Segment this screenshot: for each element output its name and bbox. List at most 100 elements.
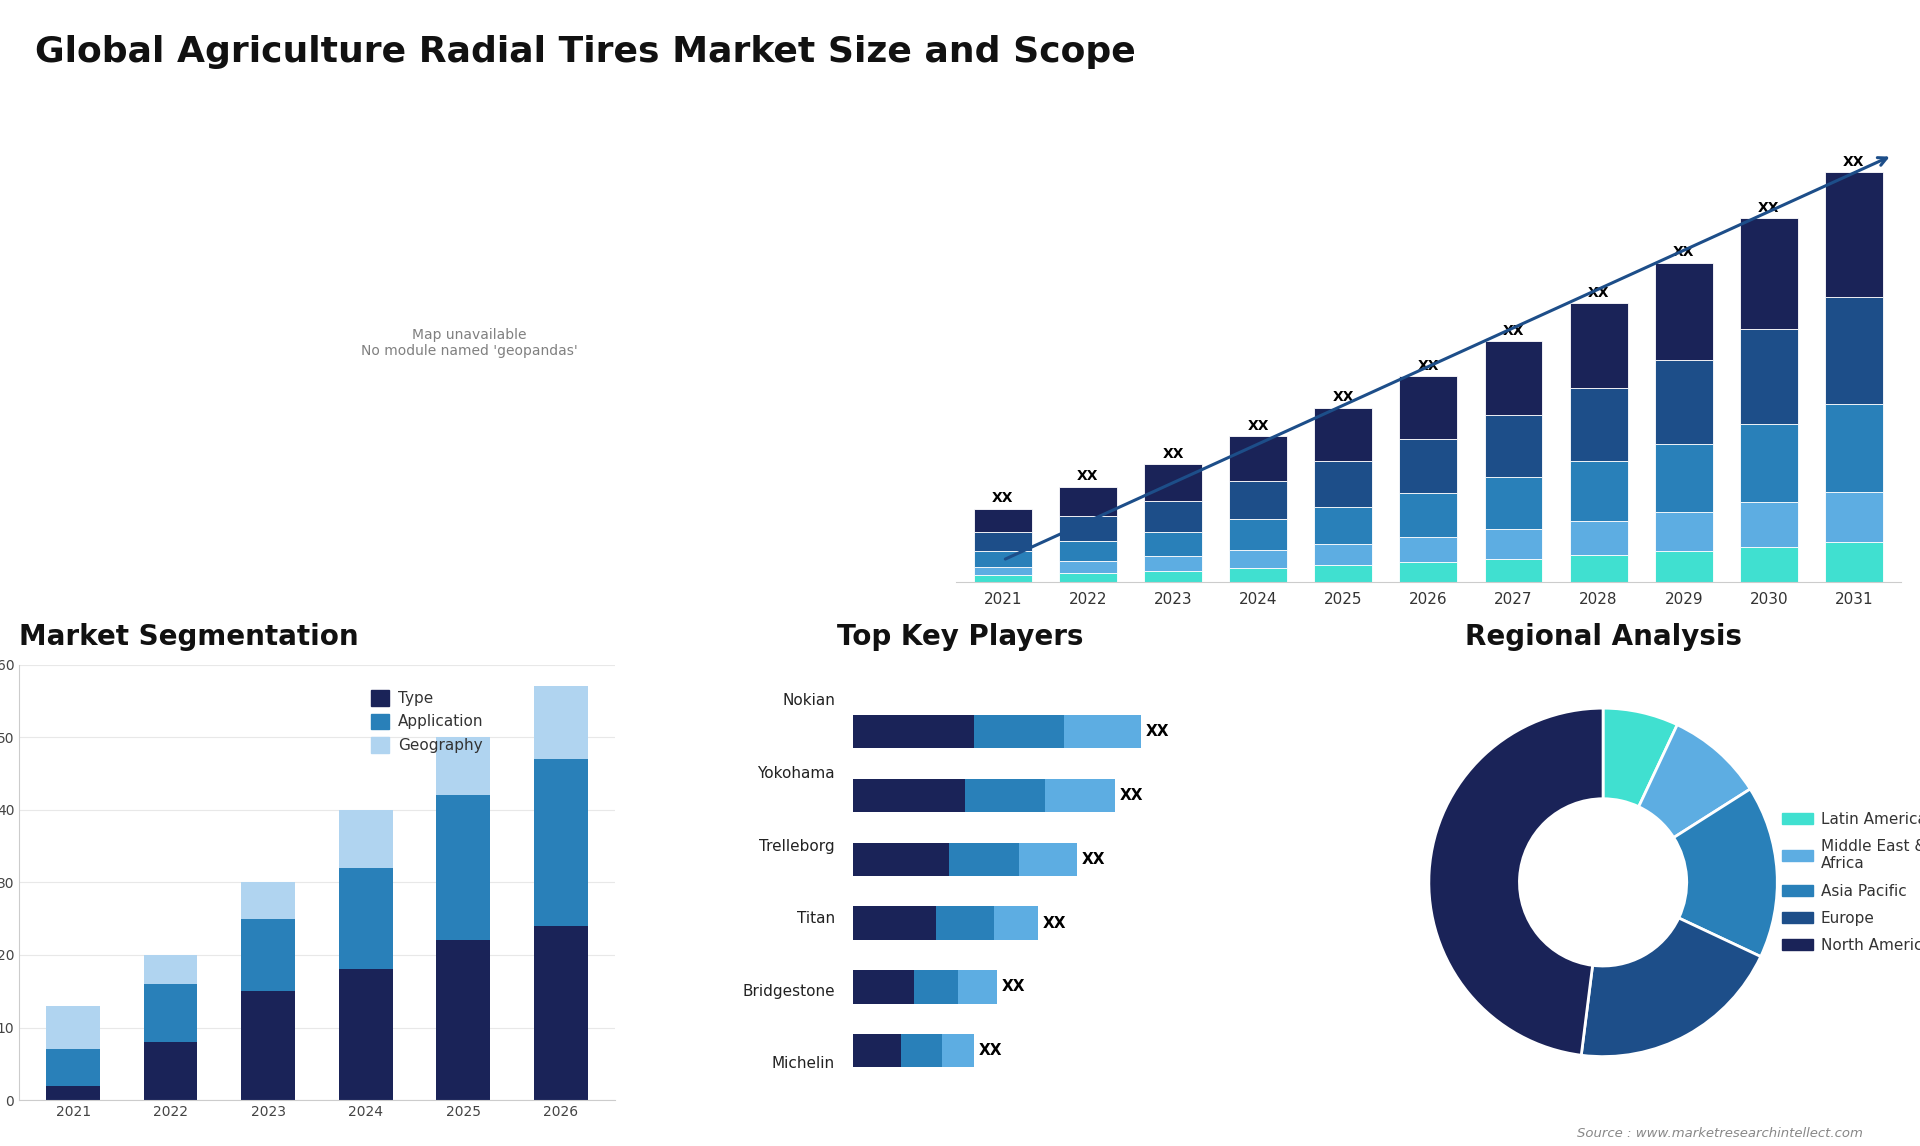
Bar (1144, 532, 1202, 557)
Bar (973, 566, 1031, 575)
Text: XX: XX (993, 492, 1014, 505)
Text: XX: XX (1588, 285, 1609, 299)
Text: Michelin: Michelin (772, 1057, 835, 1072)
Bar (338, 810, 392, 868)
Title: Top Key Players: Top Key Players (837, 623, 1083, 651)
Bar (1826, 172, 1884, 297)
Text: Map unavailable
No module named 'geopandas': Map unavailable No module named 'geopand… (361, 328, 578, 358)
Bar (1060, 562, 1117, 573)
Bar (1484, 529, 1542, 559)
Text: XX: XX (1248, 419, 1269, 433)
Bar (242, 882, 296, 919)
Text: Titan: Titan (797, 911, 835, 926)
Text: XX: XX (1077, 470, 1098, 484)
Bar (144, 1042, 198, 1100)
Wedge shape (1674, 788, 1778, 957)
Text: Trelleborg: Trelleborg (758, 839, 835, 854)
Bar (1229, 568, 1286, 582)
Bar (1655, 262, 1713, 361)
Bar (46, 1085, 100, 1100)
Bar (1060, 541, 1117, 562)
Bar (1315, 543, 1373, 565)
Bar (1315, 408, 1373, 461)
Text: Global Agriculture Radial Tires Market Size and Scope: Global Agriculture Radial Tires Market S… (35, 34, 1135, 69)
Bar (534, 686, 588, 759)
Bar (1740, 502, 1797, 547)
Bar (1571, 303, 1628, 388)
Bar (1400, 537, 1457, 563)
Bar (1740, 424, 1797, 502)
Bar (1229, 519, 1286, 550)
Bar (436, 737, 490, 795)
Bar (1571, 556, 1628, 582)
Bar (1229, 550, 1286, 568)
Text: XX: XX (1503, 323, 1524, 338)
Bar (1740, 329, 1797, 424)
Bar (1315, 461, 1373, 507)
Text: XX: XX (1332, 390, 1354, 405)
Bar (1144, 464, 1202, 501)
Bar (338, 970, 392, 1100)
Bar (1060, 487, 1117, 517)
Bar (1655, 512, 1713, 551)
Bar (1400, 563, 1457, 582)
Bar (1484, 415, 1542, 478)
Bar (1571, 388, 1628, 461)
Text: Bridgestone: Bridgestone (743, 983, 835, 999)
Bar (46, 1006, 100, 1050)
Bar (1484, 340, 1542, 415)
Bar (1400, 376, 1457, 439)
Bar (534, 759, 588, 926)
Text: XX: XX (1759, 202, 1780, 215)
Bar (1315, 507, 1373, 543)
Text: XX: XX (1417, 359, 1440, 372)
Bar (1571, 461, 1628, 521)
Bar (1060, 517, 1117, 541)
Bar (1484, 478, 1542, 529)
Bar (1655, 361, 1713, 444)
Bar (1826, 542, 1884, 582)
Bar (1826, 403, 1884, 493)
Bar (1826, 297, 1884, 403)
Bar (1229, 437, 1286, 481)
Bar (973, 551, 1031, 566)
Text: Market Segmentation: Market Segmentation (19, 623, 359, 651)
Bar (973, 575, 1031, 582)
Bar (973, 532, 1031, 551)
Bar (1484, 559, 1542, 582)
Bar (1655, 551, 1713, 582)
Bar (1655, 444, 1713, 512)
Bar (46, 1050, 100, 1085)
Wedge shape (1428, 708, 1603, 1055)
Legend: Type, Application, Geography: Type, Application, Geography (367, 685, 488, 758)
Bar (144, 955, 198, 984)
Bar (1144, 557, 1202, 571)
Text: XX: XX (1843, 155, 1864, 168)
Bar (242, 991, 296, 1100)
Bar (1571, 521, 1628, 556)
Bar (1826, 493, 1884, 542)
Bar (973, 509, 1031, 532)
Text: XX: XX (1672, 245, 1695, 259)
Text: Yokohama: Yokohama (756, 766, 835, 780)
Bar (242, 919, 296, 991)
Bar (338, 868, 392, 970)
Bar (534, 926, 588, 1100)
Bar (1740, 547, 1797, 582)
Bar (436, 795, 490, 941)
Bar (144, 984, 198, 1042)
Legend: Latin America, Middle East &
Africa, Asia Pacific, Europe, North America: Latin America, Middle East & Africa, Asi… (1776, 806, 1920, 959)
Bar (1400, 439, 1457, 493)
Title: Regional Analysis: Regional Analysis (1465, 623, 1741, 651)
Text: XX: XX (1162, 447, 1185, 461)
Bar (1740, 219, 1797, 329)
Wedge shape (1638, 724, 1751, 838)
Bar (436, 941, 490, 1100)
Text: Nokian: Nokian (781, 693, 835, 708)
Bar (1144, 501, 1202, 532)
Bar (1229, 481, 1286, 519)
Bar (1400, 493, 1457, 537)
Wedge shape (1582, 918, 1761, 1057)
Text: Source : www.marketresearchintellect.com: Source : www.marketresearchintellect.com (1576, 1127, 1862, 1140)
Bar (1315, 565, 1373, 582)
